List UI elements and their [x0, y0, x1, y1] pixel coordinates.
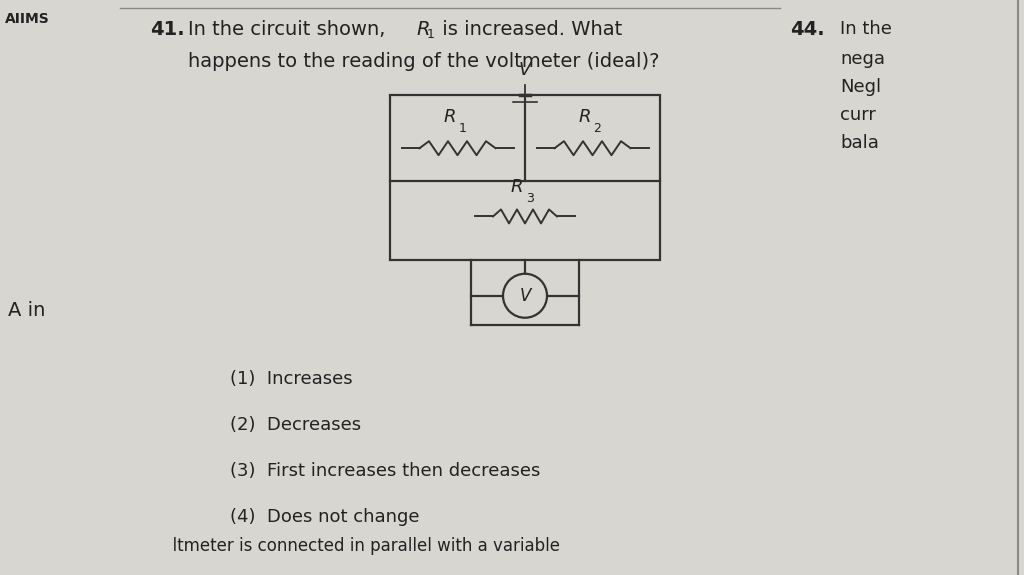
- Bar: [390, 95, 660, 260]
- Text: V: V: [519, 61, 531, 79]
- Text: In the: In the: [840, 20, 892, 38]
- Text: is increased. What: is increased. What: [436, 20, 623, 39]
- Text: A in: A in: [8, 301, 45, 320]
- Text: Negl: Negl: [840, 78, 881, 96]
- Text: In the circuit shown,: In the circuit shown,: [188, 20, 391, 39]
- Text: happens to the reading of the voltmeter (ideal)?: happens to the reading of the voltmeter …: [188, 52, 659, 71]
- Text: curr: curr: [840, 106, 876, 124]
- Text: V: V: [519, 287, 530, 305]
- Text: (3)  First increases then decreases: (3) First increases then decreases: [230, 462, 541, 480]
- Circle shape: [503, 274, 547, 318]
- Text: 1: 1: [427, 28, 435, 41]
- Text: bala: bala: [840, 134, 879, 152]
- Text: ltmeter is connected in parallel with a variable: ltmeter is connected in parallel with a …: [120, 537, 560, 555]
- Text: R: R: [443, 108, 456, 126]
- Text: nega: nega: [840, 50, 885, 68]
- Text: 44.: 44.: [790, 20, 824, 39]
- Text: 2: 2: [594, 122, 601, 135]
- Text: (2)  Decreases: (2) Decreases: [230, 416, 361, 434]
- Text: 41.: 41.: [150, 20, 184, 39]
- Text: (1)  Increases: (1) Increases: [230, 370, 352, 388]
- Text: (4)  Does not change: (4) Does not change: [230, 508, 420, 526]
- Text: AIIMS: AIIMS: [5, 12, 50, 26]
- Text: 1: 1: [459, 122, 467, 135]
- Text: R: R: [416, 20, 429, 39]
- Text: R: R: [579, 108, 591, 126]
- Text: R: R: [511, 178, 523, 197]
- Text: 3: 3: [526, 193, 534, 205]
